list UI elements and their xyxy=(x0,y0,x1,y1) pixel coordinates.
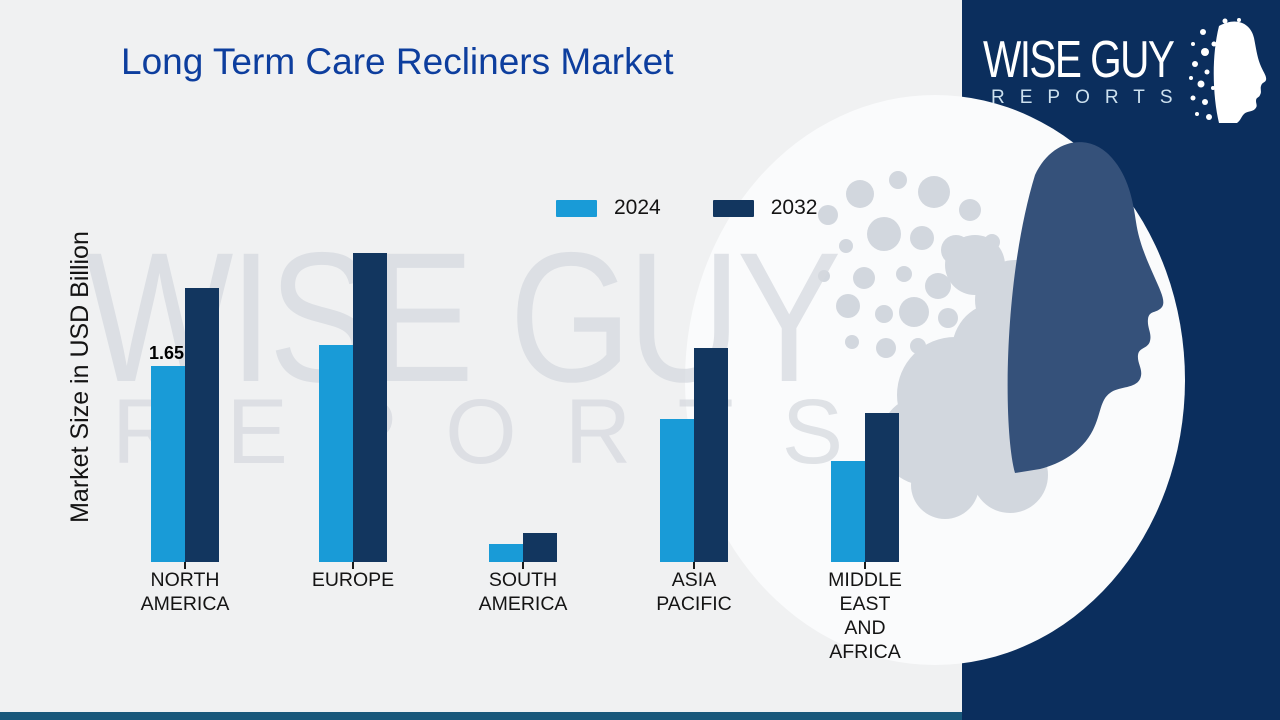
x-axis-tick xyxy=(352,562,354,569)
x-axis-tick xyxy=(522,562,524,569)
bar-value-label: 1.65 xyxy=(148,343,184,363)
category-label-europe: EUROPE xyxy=(311,569,395,591)
bar-2024-europe xyxy=(319,345,353,562)
legend-item-2024: 2024 xyxy=(556,196,661,220)
brand-wordmark: WISE GUY xyxy=(983,31,1175,89)
category-label-north-america: NORTH AMERICA xyxy=(140,569,230,615)
bar-2032-europe xyxy=(353,253,387,562)
x-axis-tick xyxy=(693,562,695,569)
bar-2032-middle-east-and-africa xyxy=(865,413,899,562)
legend-swatch-2024 xyxy=(556,199,597,217)
category-label-asia-pacific: ASIA PACIFIC xyxy=(656,569,732,615)
legend-label-2032: 2032 xyxy=(770,196,818,219)
bar-2032-south-america xyxy=(523,533,557,562)
brand-wordmark-sub: REPORTS xyxy=(991,87,1188,108)
dotted-face-profile-icon xyxy=(1189,18,1267,123)
chart-legend: 2024 2032 xyxy=(556,196,817,220)
legend-item-2032: 2032 xyxy=(712,196,818,220)
page-title: Long Term Care Recliners Market xyxy=(121,41,674,82)
bar-2024-middle-east-and-africa xyxy=(831,461,865,562)
legend-swatch-2032 xyxy=(712,199,754,217)
category-label-middle-east-and-africa: MIDDLE EAST AND AFRICA xyxy=(828,569,902,663)
bar-2024-asia-pacific xyxy=(660,419,694,562)
legend-label-2024: 2024 xyxy=(614,196,661,219)
bar-2032-asia-pacific xyxy=(694,348,728,562)
bar-2024-north-america xyxy=(151,366,185,562)
x-axis-tick xyxy=(184,562,186,569)
bar-2024-south-america xyxy=(489,544,523,562)
bar-2032-north-america xyxy=(185,288,219,562)
x-axis-tick xyxy=(864,562,866,569)
category-label-south-america: SOUTH AMERICA xyxy=(478,569,568,615)
bottom-accent-bar xyxy=(0,712,962,720)
